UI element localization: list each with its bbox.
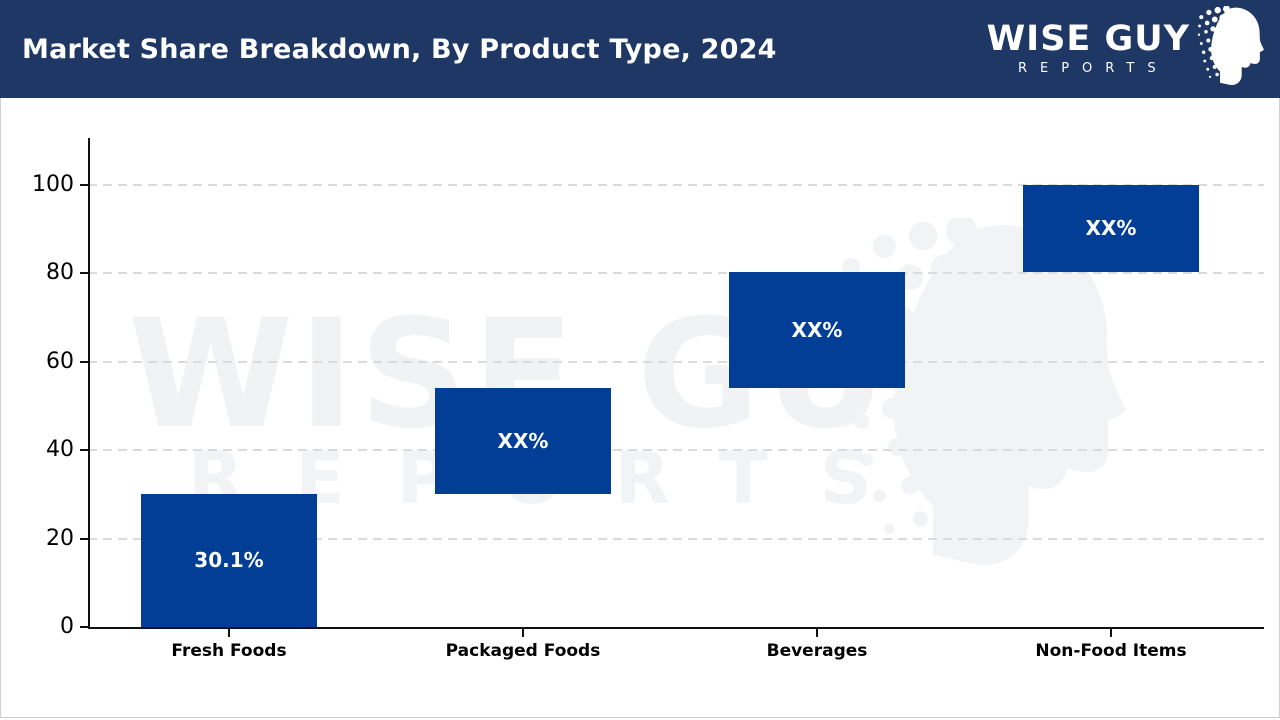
x-axis-line [88, 627, 1264, 629]
frame-border-bottom [0, 717, 1280, 718]
bar-value-label: XX% [791, 317, 843, 342]
x-tick-mark [1110, 629, 1112, 637]
bar-value-label: XX% [497, 429, 549, 454]
chart-title: Market Share Breakdown, By Product Type,… [22, 33, 777, 65]
y-tick-label: 80 [46, 260, 74, 286]
header-bar: Market Share Breakdown, By Product Type,… [0, 0, 1280, 98]
logo-text-wise-guy: WISE GUY [986, 18, 1190, 59]
gridline-20 [88, 537, 1264, 540]
bar-fresh-foods: 30.1% [141, 493, 317, 627]
bar-value-label: XX% [1085, 216, 1137, 241]
x-tick-mark [816, 629, 818, 637]
bar-packaged-foods: XX% [435, 388, 611, 494]
gridline-100 [88, 184, 1264, 186]
y-tick-label: 0 [60, 614, 74, 639]
logo-text-reports: REPORTS [1017, 60, 1169, 76]
y-tick-label: 100 [32, 172, 74, 197]
y-axis-line [88, 138, 90, 629]
frame-border-left [0, 98, 1, 718]
bar-value-label: 30.1% [194, 548, 264, 573]
y-tick-label: 40 [46, 437, 74, 463]
logo-head-icon [1197, 6, 1264, 86]
y-tick-mark [80, 360, 88, 363]
x-axis-label: Fresh Foods [171, 641, 287, 661]
y-tick-label: 20 [46, 525, 74, 551]
y-tick-mark [80, 449, 88, 452]
bar-beverages: XX% [729, 271, 905, 389]
wise-guy-logo: WISE GUY REPORTS [987, 6, 1266, 88]
x-tick-mark [522, 629, 524, 637]
logo-wordmark: WISE GUY REPORTS [987, 19, 1190, 76]
x-axis-label: Packaged Foods [445, 641, 601, 661]
gridline-40 [88, 449, 1264, 452]
y-tick-mark [80, 184, 88, 186]
y-tick-mark [80, 272, 88, 275]
gridline-60 [88, 360, 1264, 363]
x-axis-label: Beverages [766, 641, 868, 661]
y-tick-mark [80, 626, 88, 628]
x-tick-mark [228, 629, 230, 637]
gridline-80 [88, 272, 1264, 275]
y-tick-label: 60 [46, 348, 74, 374]
x-axis-label: Non-Food Items [1035, 641, 1187, 661]
bar-non-food-items: XX% [1023, 185, 1199, 272]
y-tick-mark [80, 537, 88, 540]
